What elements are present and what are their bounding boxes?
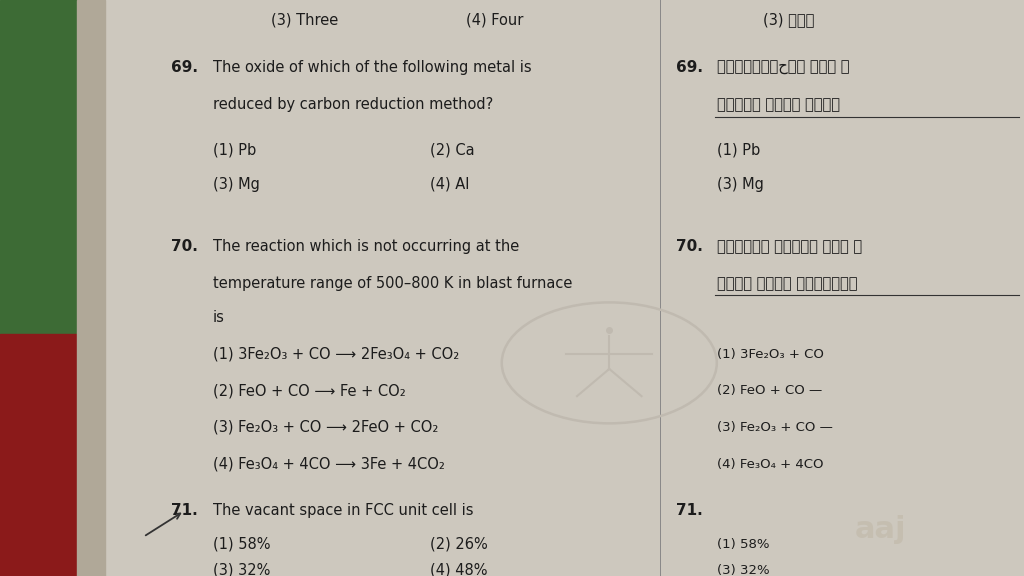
Text: (4) Fe₃O₄ + 4CO: (4) Fe₃O₄ + 4CO [717,458,823,471]
Text: (3) Fe₂O₃ + CO ⟶ 2FeO + CO₂: (3) Fe₂O₃ + CO ⟶ 2FeO + CO₂ [213,420,438,435]
Bar [0,334,77,576]
Text: (1) 58%: (1) 58% [213,537,270,552]
Text: (3) Fe₂O₃ + CO —: (3) Fe₂O₃ + CO — [717,421,833,434]
Text: The vacant space in FCC unit cell is: The vacant space in FCC unit cell is [213,503,473,518]
Text: 70.: 70. [171,239,198,254]
Text: 71.: 71. [676,503,702,518]
Text: (4) Four: (4) Four [466,12,523,27]
Text: (1) Pb: (1) Pb [717,142,760,157]
Text: 69.: 69. [676,60,702,75]
Bar [77,0,105,576]
Text: (4) Fe₃O₄ + 4CO ⟶ 3Fe + 4CO₂: (4) Fe₃O₄ + 4CO ⟶ 3Fe + 4CO₂ [213,457,444,472]
Text: अपचयन विधि द्वा: अपचयन विधि द्वा [717,97,840,112]
Bar [105,0,1024,576]
Text: (3) 32%: (3) 32% [213,563,270,576]
Text: is: is [213,310,225,325]
Text: The oxide of which of the following metal is: The oxide of which of the following meta… [213,60,531,75]
Text: (1) 3Fe₂O₃ + CO: (1) 3Fe₂O₃ + CO [717,348,823,361]
Text: (3) 32%: (3) 32% [717,564,769,576]
Text: (2) FeO + CO —: (2) FeO + CO — [717,384,822,397]
Text: होने वाली अभिक्रि: होने वाली अभिक्रि [717,276,857,291]
Text: (3) Mg: (3) Mg [717,177,764,192]
Text: (1) 58%: (1) 58% [717,538,769,551]
Text: (3) Three: (3) Three [271,12,339,27]
Text: (3) तीन: (3) तीन [763,12,814,27]
Text: (3) Mg: (3) Mg [213,177,260,192]
Text: 70.: 70. [676,239,702,254]
Text: reduced by carbon reduction method?: reduced by carbon reduction method? [213,97,494,112]
Bar [0,0,77,334]
Text: temperature range of 500–800 K in blast furnace: temperature range of 500–800 K in blast … [213,276,572,291]
Text: 69.: 69. [171,60,198,75]
Text: The reaction which is not occurring at the: The reaction which is not occurring at t… [213,239,519,254]
Text: निम्नलिحित में स: निम्नलिحित में स [717,60,849,75]
Text: (2) FeO + CO ⟶ Fe + CO₂: (2) FeO + CO ⟶ Fe + CO₂ [213,383,406,398]
Text: (4) 48%: (4) 48% [430,563,487,576]
Text: (2) Ca: (2) Ca [430,142,475,157]
Text: 71.: 71. [171,503,198,518]
Text: वात्या भट्टी में ल: वात्या भट्टी में ल [717,239,862,254]
Text: aaj: aaj [855,516,906,544]
Text: (1) 3Fe₂O₃ + CO ⟶ 2Fe₃O₄ + CO₂: (1) 3Fe₂O₃ + CO ⟶ 2Fe₃O₄ + CO₂ [213,347,459,362]
Text: (4) Al: (4) Al [430,177,469,192]
Text: (2) 26%: (2) 26% [430,537,487,552]
Text: (1) Pb: (1) Pb [213,142,256,157]
